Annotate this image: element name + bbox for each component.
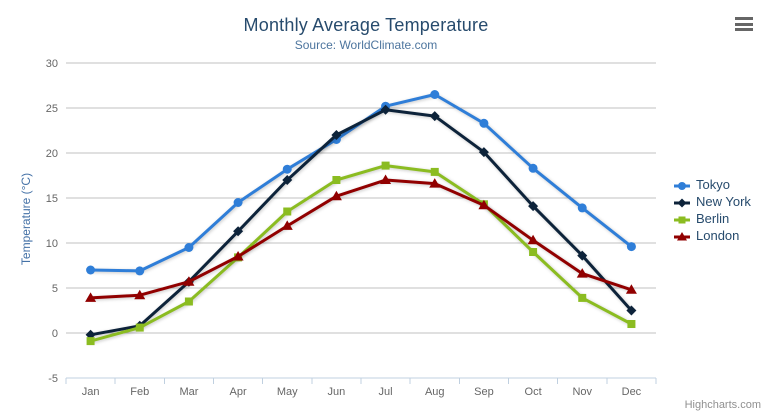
data-point-tokyo-may[interactable] [282,164,292,174]
series-line-berlin[interactable] [89,164,633,343]
y-axis-label: 15 [46,193,58,205]
data-point-london-jun[interactable] [330,190,342,201]
series-line-london[interactable] [89,178,633,300]
data-point-berlin-dec[interactable] [627,320,636,328]
data-point-berlin-jul[interactable] [381,161,390,170]
data-point-new-york-dec[interactable] [626,305,637,316]
chart-title: Monthly Average Temperature [243,15,489,35]
legend-marker-triangle-icon [673,230,691,242]
data-point-berlin-may[interactable] [283,207,292,216]
data-point-tokyo-feb[interactable] [135,266,145,276]
legend-label: London [696,228,740,243]
data-point-tokyo-nov[interactable] [577,203,587,213]
legend-label: New York [696,194,751,209]
x-axis-label: Feb [130,386,149,398]
data-point-london-oct[interactable] [527,234,539,245]
x-axis-label: Apr [230,386,247,398]
data-point-new-york-nov[interactable] [577,250,588,261]
legend-symbol[interactable] [677,231,687,241]
data-point-new-york-jun[interactable] [331,130,342,140]
legend-item-berlin[interactable]: Berlin [673,210,751,227]
data-point-new-york-aug[interactable] [429,111,440,122]
y-axis-label: 20 [46,148,58,160]
legend-item-new-york[interactable]: New York [673,193,751,210]
data-point-tokyo-dec[interactable] [626,242,636,252]
y-axis-label: -5 [48,373,58,385]
y-axis-label: 30 [46,58,58,70]
data-point-london-jul[interactable] [380,174,392,185]
legend-item-london[interactable]: London [673,227,751,244]
series-berlin [86,161,636,346]
legend-item-tokyo[interactable]: Tokyo [673,176,751,193]
y-axis-label: 10 [46,238,58,250]
menu-bar [735,22,753,26]
data-point-tokyo-sep[interactable] [479,118,489,128]
data-point-berlin-mar[interactable] [184,297,193,306]
x-axis-label: Nov [572,386,592,398]
data-point-berlin-jan[interactable] [86,337,95,346]
series-line-new-york[interactable] [89,108,633,337]
x-axis-label: May [277,386,298,398]
x-axis-label: Aug [425,386,445,398]
series-london [85,174,637,302]
x-axis-label: Jun [328,386,346,398]
legend-label: Tokyo [696,177,730,192]
series-tokyo [86,90,636,276]
data-point-london-may[interactable] [281,220,293,230]
y-axis-label: 0 [52,328,58,340]
data-point-london-aug[interactable] [429,178,441,188]
data-point-new-york-may[interactable] [282,175,293,185]
menu-bar [735,28,753,31]
x-axis-label: Dec [622,386,642,398]
x-axis-label: Jul [379,386,393,398]
y-axis-label: 5 [52,283,58,295]
x-axis-label: Jan [82,386,100,398]
y-axis-title: Temperature (°C) [19,172,33,266]
data-point-london-sep[interactable] [478,199,490,210]
data-point-tokyo-apr[interactable] [233,198,243,207]
data-point-berlin-jun[interactable] [332,176,341,184]
legend-symbol[interactable] [678,216,686,223]
legend-marker-circle-icon [673,179,691,191]
series-new-york [85,104,637,340]
data-point-berlin-feb[interactable] [135,323,144,332]
data-point-berlin-aug[interactable] [430,167,439,176]
y-axis-label: 25 [46,103,58,115]
highcharts-credit-link[interactable]: Highcharts.com [684,399,761,411]
x-axis-label: Mar [179,386,198,398]
x-axis-label: Sep [474,386,494,398]
data-point-london-feb[interactable] [134,289,146,300]
data-point-london-nov[interactable] [576,268,588,278]
data-point-london-mar[interactable] [183,276,195,286]
data-point-london-jan[interactable] [85,292,97,302]
menu-bar [735,17,753,20]
data-point-london-apr[interactable] [232,251,244,261]
legend-label: Berlin [696,211,730,226]
legend-symbol[interactable] [677,198,687,207]
x-axis-label: Oct [525,386,542,398]
chart-subtitle: Source: WorldClimate.com [294,38,438,52]
data-point-tokyo-jan[interactable] [86,265,96,275]
data-point-berlin-nov[interactable] [578,293,587,302]
legend-marker-diamond-icon [673,196,691,208]
data-point-new-york-apr[interactable] [233,226,244,237]
legend-symbol[interactable] [678,181,686,190]
data-point-tokyo-aug[interactable] [430,90,440,99]
data-point-new-york-sep[interactable] [478,147,489,158]
data-point-tokyo-mar[interactable] [184,243,194,252]
legend-marker-square-icon [673,213,691,225]
data-point-berlin-oct[interactable] [529,248,538,256]
legend: Tokyo New York Berlin London [673,176,751,244]
data-point-new-york-oct[interactable] [528,201,539,212]
hamburger-menu-icon[interactable] [735,17,753,31]
data-point-new-york-jul[interactable] [380,104,391,115]
data-point-london-dec[interactable] [625,284,637,294]
data-point-tokyo-oct[interactable] [528,163,538,173]
